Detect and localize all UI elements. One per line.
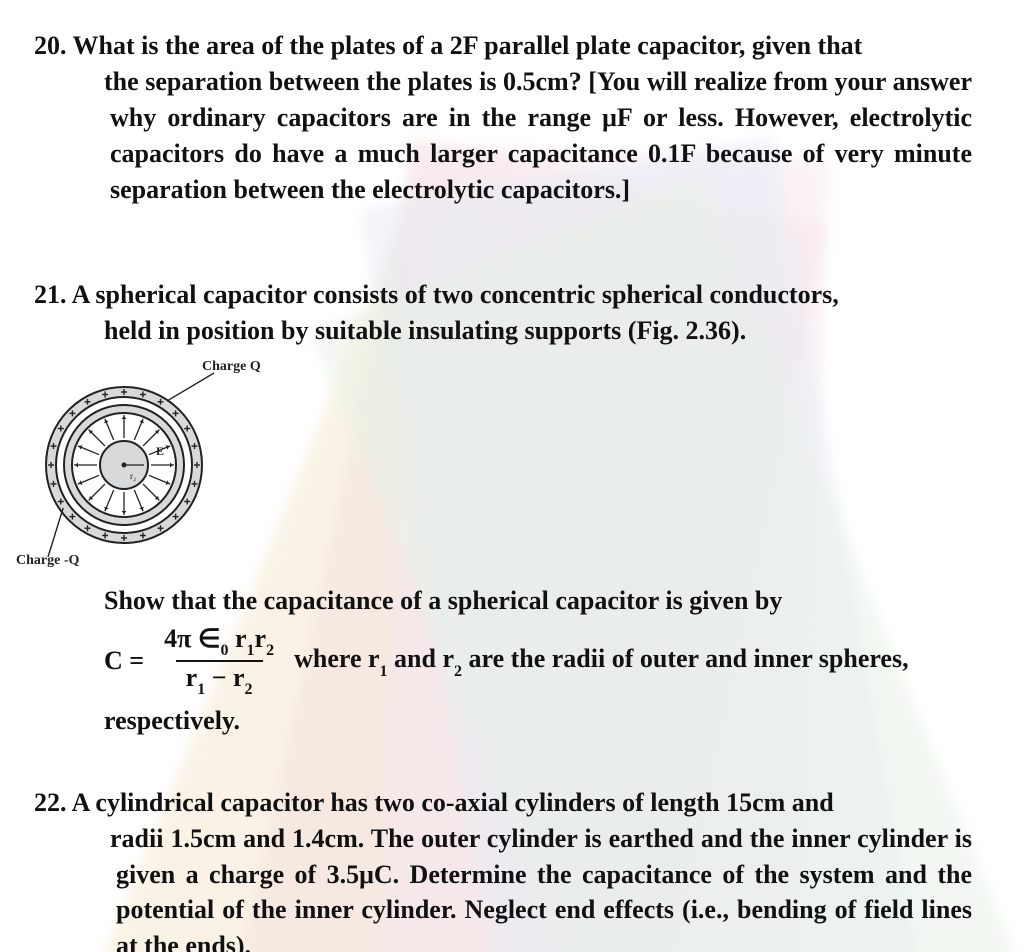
q22-body: radii 1.5cm and 1.4cm. The outer cylinde…	[110, 821, 972, 952]
q20-body: the separation between the plates is 0.5…	[104, 64, 972, 208]
q21-first-line: A spherical capacitor consists of two co…	[72, 280, 839, 309]
svg-text:E: E	[156, 444, 164, 458]
q22-number: 22.	[34, 788, 67, 817]
formula-tail: where r1 and r2 are the radii of outer a…	[294, 641, 909, 680]
q21-number: 21.	[34, 280, 67, 309]
q21-respectively: respectively.	[104, 703, 972, 739]
question-22: 22. A cylindrical capacitor has two co-a…	[34, 785, 972, 952]
formula-lhs: C =	[104, 643, 144, 679]
q22-first-line: A cylindrical capacitor has two co-axial…	[72, 788, 834, 817]
formula-denominator: r1 − r2	[176, 660, 263, 697]
formula-numerator: 4π ∈0 r1r2	[158, 625, 280, 660]
spherical-capacitor-figure: Charge Q Charge -Q r₂E	[14, 357, 274, 577]
question-21: 21. A spherical capacitor consists of tw…	[34, 277, 972, 738]
q21-formula-line: C = 4π ∈0 r1r2 r1 − r2 where r1 and r2 a…	[104, 625, 972, 697]
formula-fraction: 4π ∈0 r1r2 r1 − r2	[158, 625, 280, 697]
question-20: 20. What is the area of the plates of a …	[34, 28, 972, 207]
q21-show-line: Show that the capacitance of a spherical…	[104, 583, 972, 619]
capacitor-svg: r₂ E	[14, 357, 274, 577]
q20-number: 20.	[34, 31, 67, 60]
page-content: 20. What is the area of the plates of a …	[0, 0, 1024, 952]
q20-first-line: What is the area of the plates of a 2F p…	[73, 31, 863, 60]
q21-intro-rest: held in position by suitable insulating …	[104, 313, 972, 349]
svg-text:r₂: r₂	[130, 471, 136, 481]
